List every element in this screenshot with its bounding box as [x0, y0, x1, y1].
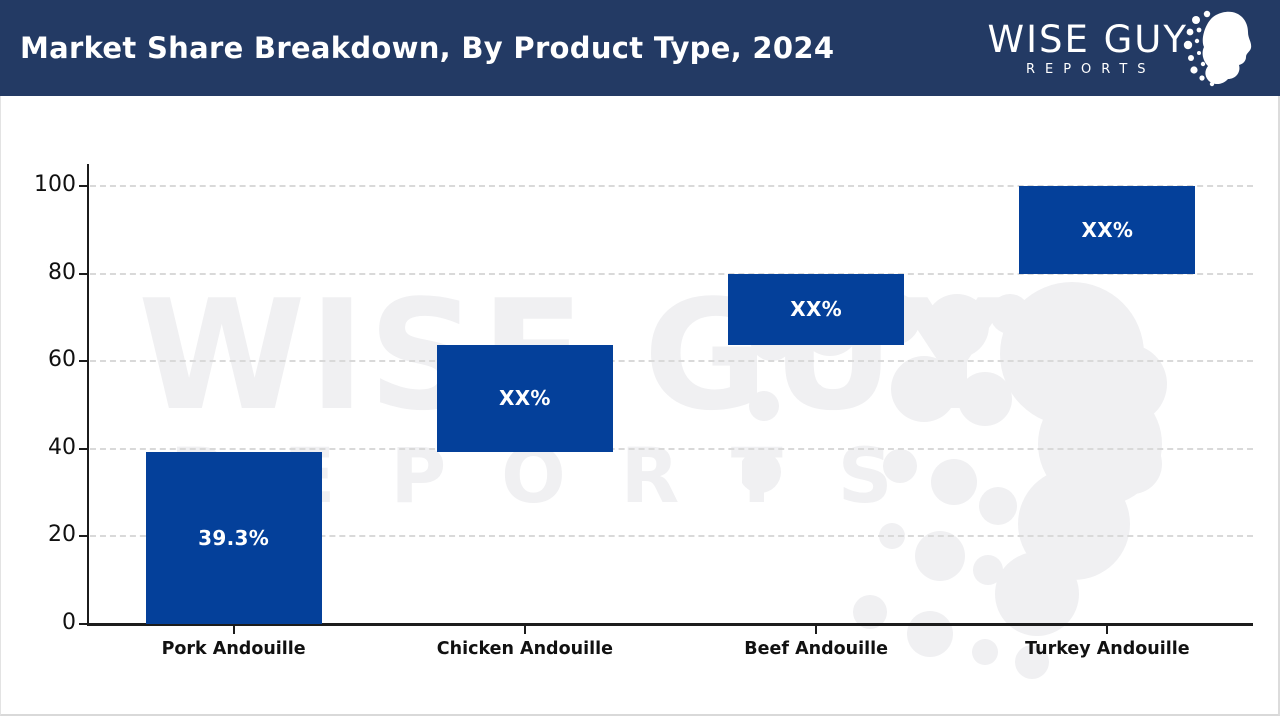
gridline — [90, 535, 1253, 538]
y-axis-tick — [79, 272, 88, 275]
bar: XX% — [436, 344, 613, 452]
y-tick-label: 40 — [48, 434, 76, 460]
category-label: Turkey Andouille — [1025, 639, 1190, 659]
gridline — [90, 185, 1253, 187]
head-profile-dots-icon — [1183, 10, 1252, 87]
y-tick-label: 20 — [48, 522, 76, 548]
gridline — [90, 447, 1253, 450]
brand-logo-text: WISE GUY REPORTS — [988, 21, 1188, 76]
y-tick-label: 100 — [34, 172, 76, 197]
y-tick-label: 80 — [48, 259, 76, 285]
category-label: Pork Andouille — [161, 639, 306, 659]
x-axis-tick — [815, 626, 818, 634]
bar-value-label: XX% — [1081, 217, 1134, 242]
x-axis-tick — [523, 626, 526, 634]
y-axis-tick — [79, 535, 88, 538]
page-title: Market Share Breakdown, By Product Type,… — [20, 31, 835, 65]
header-bar: Market Share Breakdown, By Product Type,… — [0, 0, 1280, 96]
gridline — [90, 272, 1253, 275]
bar-value-label: 39.3% — [198, 525, 270, 550]
logo-subtext: REPORTS — [1025, 61, 1156, 77]
bar: XX% — [1019, 186, 1196, 274]
y-axis-tick — [79, 185, 88, 187]
chart-area: WISE GUY REPORTS — [0, 96, 1280, 720]
y-tick-label: 60 — [48, 347, 76, 373]
y-axis-tick — [79, 360, 88, 363]
gridline — [90, 360, 1253, 363]
y-tick-label: 0 — [62, 610, 76, 635]
bar-value-label: XX% — [790, 297, 843, 322]
category-label: Chicken Andouille — [436, 639, 613, 659]
x-axis-tick — [1106, 626, 1109, 634]
brand-logo: WISE GUY REPORTS — [988, 8, 1254, 88]
logo-wordmark: WISE GUY — [987, 17, 1188, 61]
bar-value-label: XX% — [498, 386, 551, 411]
y-axis-tick — [79, 623, 88, 625]
y-axis-tick — [79, 447, 88, 450]
bar: 39.3% — [145, 451, 322, 624]
bar: XX% — [728, 273, 905, 345]
x-axis-tick — [232, 626, 235, 634]
y-axis-line — [87, 164, 89, 626]
x-axis-line — [87, 623, 1253, 626]
category-label: Beef Andouille — [744, 639, 888, 659]
watermark-head-profile-dots-icon — [742, 282, 1167, 679]
